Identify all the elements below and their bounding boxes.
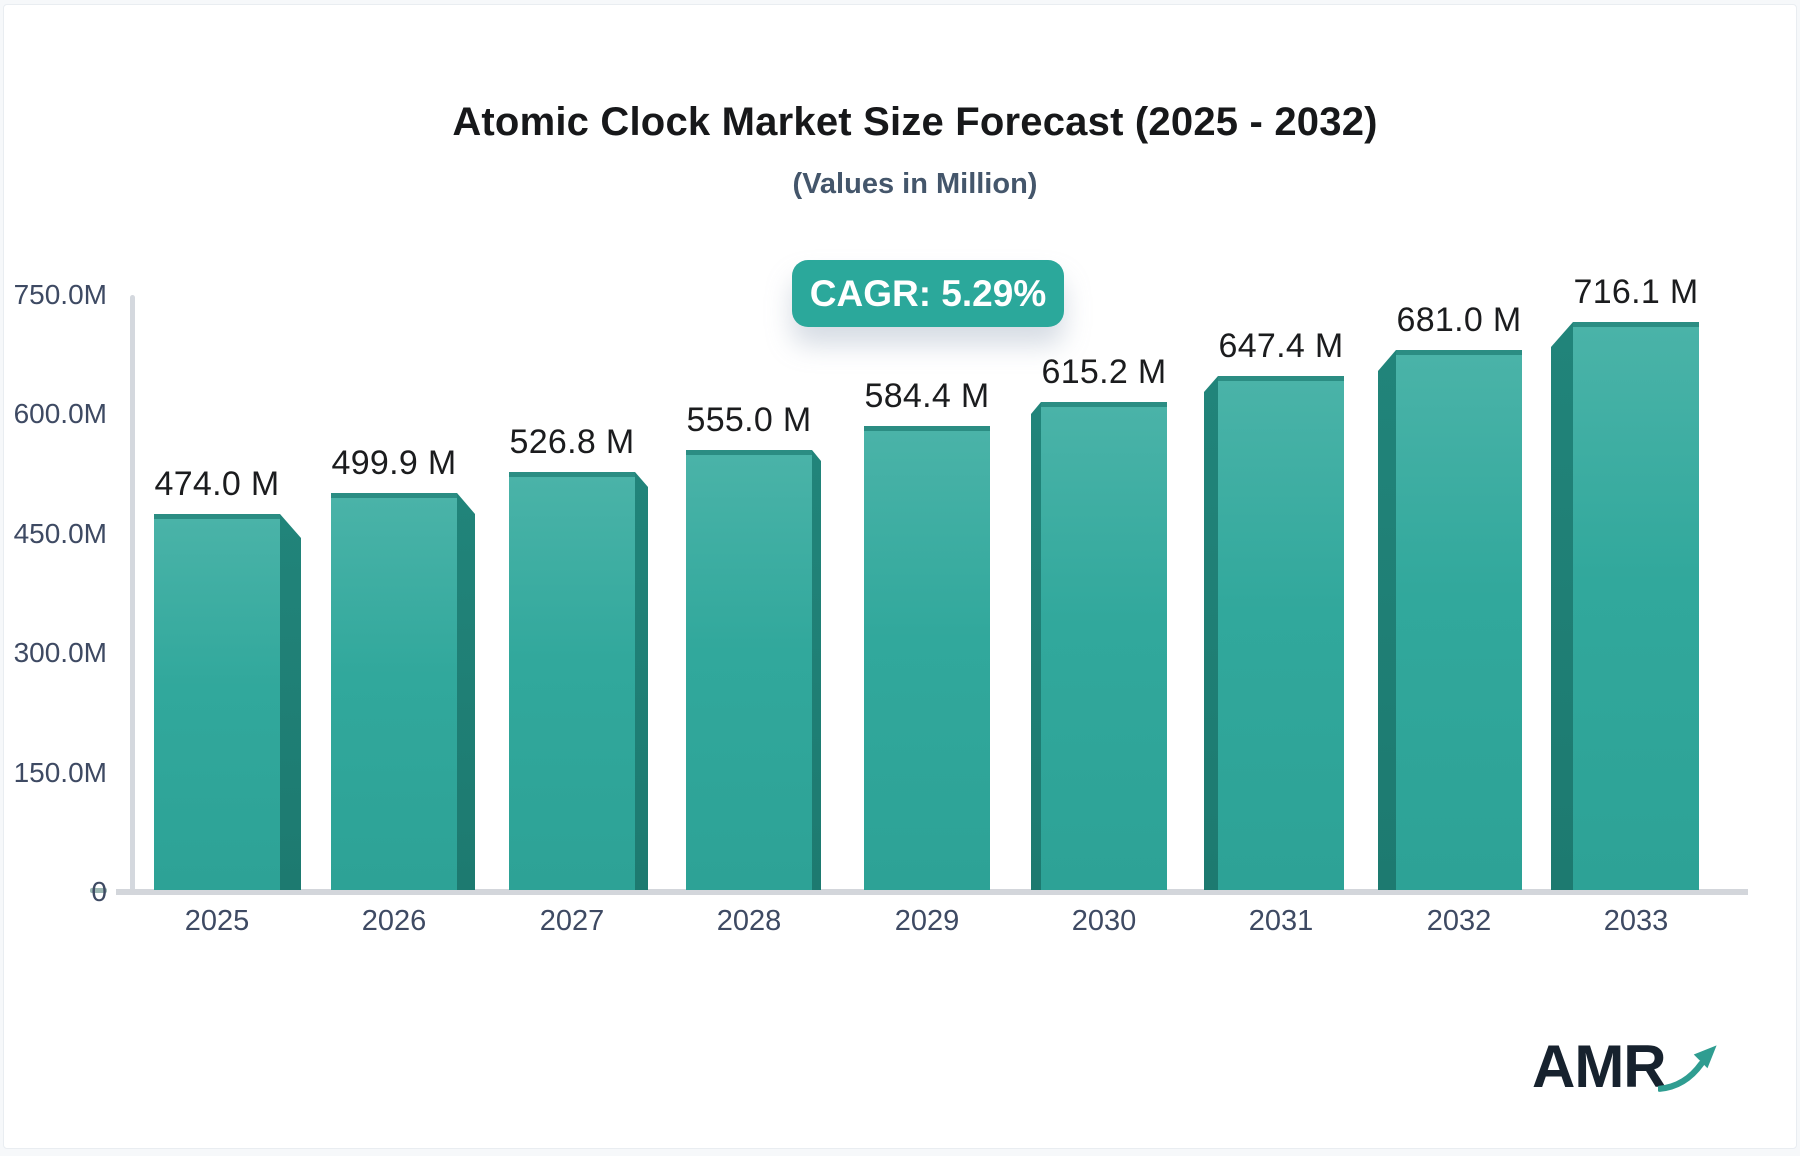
bar-side-face bbox=[635, 472, 648, 890]
x-tick-label: 2031 bbox=[1248, 905, 1314, 937]
bar-value-label: 499.9 M bbox=[331, 444, 457, 482]
chart-subtitle: (Values in Million) bbox=[792, 168, 1038, 200]
y-tick-label: 750.0M bbox=[13, 279, 107, 310]
x-tick-label: 2032 bbox=[1426, 905, 1492, 937]
x-tick-label: 2027 bbox=[539, 905, 605, 937]
bar-2029[interactable] bbox=[864, 426, 990, 890]
y-tick-label: 0 bbox=[91, 876, 107, 907]
bar-side-face bbox=[1031, 402, 1041, 890]
chart-card: Atomic Clock Market Size Forecast (2025 … bbox=[3, 4, 1797, 1149]
logo-arrow-icon bbox=[1657, 1045, 1717, 1092]
bar-value-label: 716.1 M bbox=[1573, 273, 1699, 311]
x-tick-label: 2026 bbox=[361, 905, 427, 937]
y-tick-label: 450.0M bbox=[13, 517, 107, 549]
x-tick-label: 2025 bbox=[184, 905, 250, 937]
bar-2028[interactable] bbox=[686, 450, 812, 890]
bar-side-face bbox=[280, 514, 301, 890]
bar-value-label: 681.0 M bbox=[1396, 301, 1522, 339]
cagr-badge: CAGR: 5.29% bbox=[792, 260, 1064, 327]
x-tick-label: 2029 bbox=[894, 905, 960, 937]
y-tick-label: 600.0M bbox=[13, 398, 107, 430]
bar-side-face bbox=[1378, 350, 1396, 890]
y-tick-label: 300.0M bbox=[13, 637, 107, 669]
bar-side-face bbox=[457, 493, 475, 890]
bar-value-label: 526.8 M bbox=[509, 423, 635, 461]
x-tick-label: 2033 bbox=[1603, 905, 1669, 937]
x-tick-label: 2028 bbox=[716, 905, 782, 937]
bar-2030[interactable] bbox=[1041, 402, 1167, 890]
logo-text: AMR bbox=[1532, 1033, 1667, 1100]
bar-value-label: 615.2 M bbox=[1041, 353, 1167, 391]
bar-value-label: 474.0 M bbox=[154, 465, 280, 503]
bar-2031[interactable] bbox=[1218, 376, 1344, 890]
bar-value-label: 647.4 M bbox=[1218, 327, 1344, 365]
x-tick-label: 2030 bbox=[1071, 905, 1137, 937]
bar-2033[interactable] bbox=[1573, 322, 1699, 890]
zero-tick-dash bbox=[90, 888, 107, 893]
x-axis-line bbox=[116, 889, 1748, 895]
chart-title: Atomic Clock Market Size Forecast (2025 … bbox=[452, 100, 1378, 144]
bar-side-face bbox=[812, 450, 821, 890]
bar-value-label: 584.4 M bbox=[864, 377, 990, 415]
bar-2027[interactable] bbox=[509, 472, 635, 890]
amr-logo: AMR bbox=[1532, 1035, 1717, 1115]
bar-side-face bbox=[1204, 376, 1218, 890]
bar-value-label: 555.0 M bbox=[686, 401, 812, 439]
y-axis-line bbox=[130, 295, 135, 892]
bar-2025[interactable] bbox=[154, 514, 280, 890]
bar-side-face bbox=[1551, 322, 1573, 890]
y-tick-label: 150.0M bbox=[13, 756, 107, 788]
bar-2032[interactable] bbox=[1396, 350, 1522, 890]
bar-2026[interactable] bbox=[331, 493, 457, 890]
